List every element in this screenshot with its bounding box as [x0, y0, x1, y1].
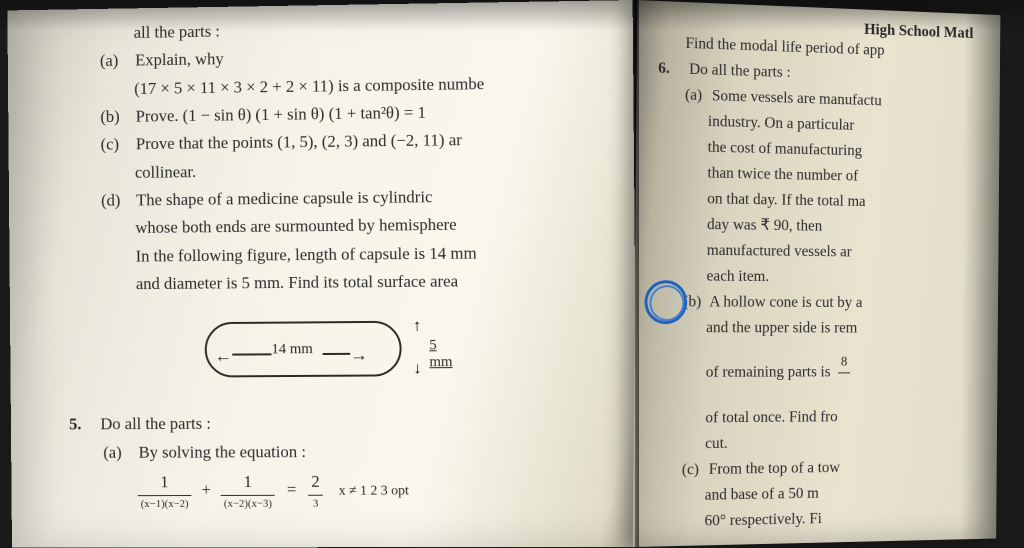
item-b-text1: Prove. (1 − sin θ) (1 + sin θ) (1 + tan²…	[136, 103, 426, 126]
item-c: (c) Prove that the points (1, 5), (2, 3)…	[67, 126, 604, 159]
item-d-text2: whose both ends are surmounted by hemisp…	[67, 211, 604, 243]
left-page: all the parts : (a) Explain, why (17 × 5…	[7, 0, 637, 547]
fraction-2: 1 (x−2)(x−3)	[221, 469, 275, 513]
item-label-c: (c)	[101, 132, 132, 158]
q6-b-l1: A hollow cone is cut by a	[709, 293, 862, 311]
book-spread: all the parts : (a) Explain, why (17 × 5…	[0, 0, 1024, 547]
capsule-diameter-label: 5 mm	[429, 338, 461, 372]
arrow-line-left	[232, 354, 271, 356]
q6-a-l4: than twice the number of	[684, 161, 990, 191]
item-c-text1: Prove that the points (1, 5), (2, 3) and…	[136, 131, 462, 154]
q5-heading: 5. Do all the parts :	[69, 410, 606, 438]
q6-b-l3: of remaining parts is	[706, 364, 831, 381]
right-page: High School Matl Find the modal life per…	[633, 0, 1001, 547]
item-d-text1: The shape of a medicine capsule is cylin…	[136, 187, 433, 209]
item-d: (d) The shape of a medicine capsule is c…	[67, 182, 604, 214]
item-b: (b) Prove. (1 − sin θ) (1 + sin θ) (1 + …	[66, 97, 603, 130]
q6-a-l1: Some vessels are manufactu	[712, 87, 882, 109]
capsule-diagram: ← 14 mm → ↑ 5 mm ↓	[185, 313, 461, 394]
item-label-b: (b)	[100, 104, 131, 130]
item-d-text4: and diameter is 5 mm. Find its total sur…	[68, 267, 605, 298]
q6-b-frac-den	[838, 373, 850, 394]
q6-b-l5: cut.	[682, 429, 988, 456]
q5-equation: 1 (x−1)(x−2) + 1 (x−2)(x−3) = 2 3 x ≠ 1 …	[69, 468, 606, 513]
capsule-length-label: 14 mm	[271, 342, 313, 359]
frac-den-1: (x−1)(x−2)	[138, 496, 192, 513]
q6-a-l5: on that day. If the total ma	[684, 187, 990, 216]
frac-num-3: 2	[308, 469, 323, 496]
arrow-right-icon: →	[350, 345, 368, 366]
q6-a-l6: day was ₹ 90, then	[684, 213, 990, 241]
q6-number: 6.	[658, 57, 685, 82]
equals-sign: =	[287, 480, 297, 499]
plus-sign: +	[201, 480, 211, 499]
frac-den-3: 3	[308, 496, 322, 513]
pen-circle-annotation	[643, 279, 689, 326]
q6-c-l3: 60° respectively. Fi	[681, 504, 987, 534]
q6-item-b: (b) A hollow cone is cut by a	[683, 290, 989, 315]
q5-item-a: (a) By solving the equation :	[69, 438, 606, 466]
item-label-d: (d)	[101, 188, 132, 214]
q6-b-l4: of total once. Find fro	[682, 405, 988, 431]
q5-item-a-label: (a)	[103, 440, 134, 466]
q6-a-l8: each item.	[683, 264, 989, 290]
q6-c-l2: and base of a 50 m	[681, 479, 987, 508]
q5-item-a-text: By solving the equation :	[138, 442, 306, 461]
fraction-3: 2 3	[308, 469, 323, 513]
q5-number: 5.	[69, 412, 96, 438]
q6-b-l3-wrap: of remaining parts is 8	[682, 352, 988, 395]
q6-heading-text: Do all the parts :	[689, 61, 791, 81]
q6-b-frac: 8	[838, 352, 850, 394]
frac-num-1: 1	[138, 469, 192, 496]
item-d-text3: In the following figure, length of capsu…	[68, 239, 605, 270]
q6-c-l1: From the top of a tow	[709, 459, 840, 478]
book-spine	[635, 0, 639, 547]
q6-item-c: (c) From the top of a tow	[682, 454, 988, 482]
q6-b-frac-num: 8	[838, 352, 850, 373]
frac-den-2: (x−2)(x−3)	[221, 496, 275, 513]
item-label-a: (a)	[100, 48, 131, 74]
q6-item-a-label: (a)	[685, 84, 708, 109]
arrow-left-icon: ←	[215, 346, 233, 367]
eq-trail: x ≠ 1 2 3 opt	[339, 484, 409, 499]
q6-a-l7: manufactured vessels ar	[683, 239, 989, 266]
item-c-text2: collinear.	[67, 154, 604, 186]
pen-circle-inner	[648, 284, 685, 323]
arrow-up-icon: ↑	[413, 318, 421, 336]
frac-num-2: 1	[221, 469, 275, 496]
item-a-text1: Explain, why	[135, 50, 224, 70]
q6-item-c-label: (c)	[682, 458, 705, 482]
q5-heading-text: Do all the parts :	[100, 414, 211, 433]
arrow-line-right	[323, 353, 351, 355]
fraction-1: 1 (x−1)(x−2)	[138, 469, 192, 513]
q6-b-l2: and the upper side is rem	[683, 316, 989, 340]
arrow-down-icon: ↓	[414, 361, 422, 379]
